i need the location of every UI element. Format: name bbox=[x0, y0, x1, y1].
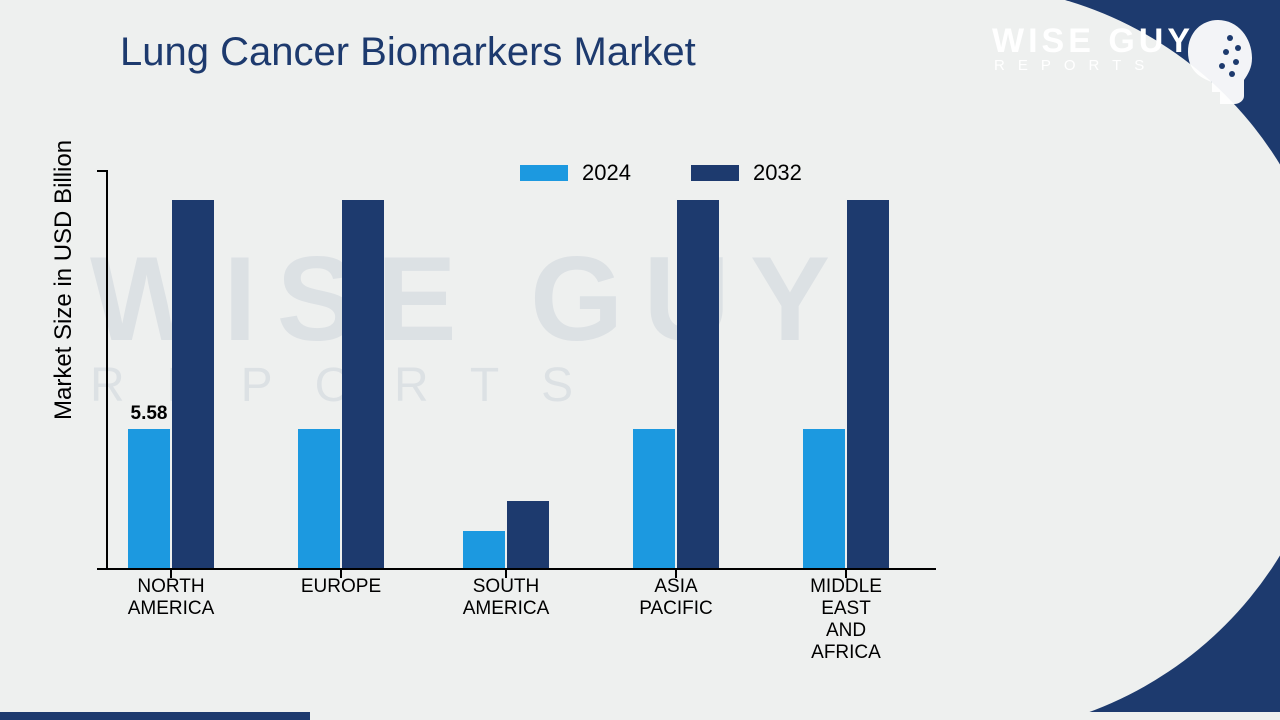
bar-2032-2 bbox=[507, 501, 549, 568]
data-label: 5.58 bbox=[119, 403, 179, 425]
logo-line2: REPORTS bbox=[992, 57, 1252, 74]
y-axis-label: Market Size in USD Billion bbox=[50, 140, 78, 420]
axis-tick bbox=[97, 170, 107, 172]
x-axis-label-4: MIDDLEEASTANDAFRICA bbox=[786, 576, 906, 663]
bar-2024-3 bbox=[633, 429, 675, 568]
bar-2024-2 bbox=[463, 531, 505, 568]
logo-line1: WISE GUY bbox=[992, 22, 1252, 61]
bottom-accent bbox=[0, 712, 310, 720]
bar-2032-0 bbox=[172, 200, 214, 568]
bar-2032-4 bbox=[847, 200, 889, 568]
x-axis-label-0: NORTHAMERICA bbox=[111, 576, 231, 620]
chart-title: Lung Cancer Biomarkers Market bbox=[120, 30, 696, 75]
x-axis-line bbox=[106, 568, 936, 570]
x-axis-label-1: EUROPE bbox=[281, 576, 401, 598]
bar-2024-0 bbox=[128, 429, 170, 568]
stage: WISE GUY REPORTS Lung Cancer Biomarkers … bbox=[0, 0, 1280, 720]
bar-2024-1 bbox=[298, 429, 340, 568]
bar-2032-1 bbox=[342, 200, 384, 568]
x-axis-label-3: ASIAPACIFIC bbox=[616, 576, 736, 620]
bar-2032-3 bbox=[677, 200, 719, 568]
x-axis-label-2: SOUTHAMERICA bbox=[446, 576, 566, 620]
bar-2024-4 bbox=[803, 429, 845, 568]
plot-area: 5.58 bbox=[108, 170, 936, 568]
brand-logo: WISE GUY REPORTS bbox=[992, 22, 1252, 74]
axis-tick bbox=[97, 568, 107, 570]
